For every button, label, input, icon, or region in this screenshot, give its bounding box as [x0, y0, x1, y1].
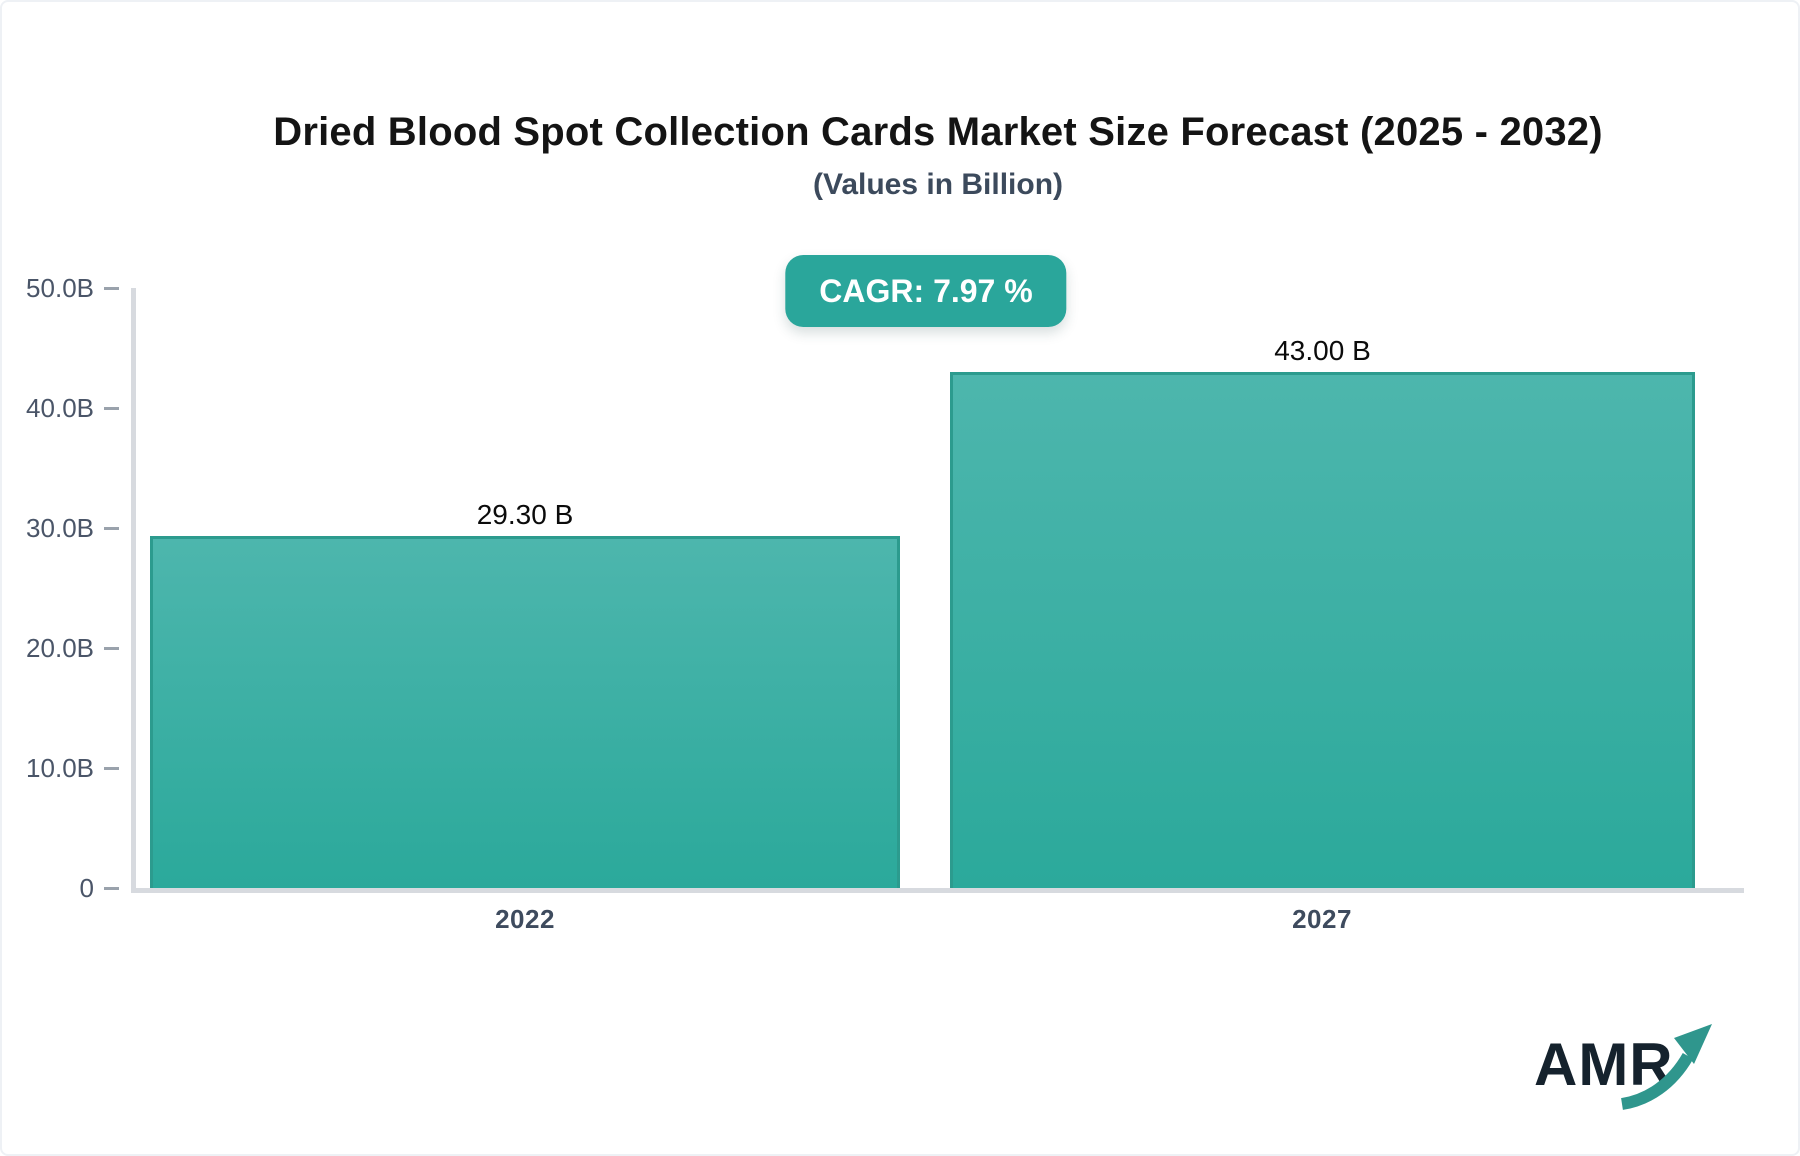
x-axis-label-2022: 2022 [495, 904, 555, 934]
bar-value-label: 29.30 B [476, 499, 574, 531]
bar-group-2027: 43.00 B [950, 288, 1695, 888]
x-axis-line [131, 888, 1744, 893]
y-tick-label: 50.0B [26, 273, 94, 303]
y-tick-label: 20.0B [26, 633, 94, 663]
amr-logo[interactable]: AMR [1534, 1024, 1714, 1120]
bar-group-2022: 29.30 B [150, 288, 900, 888]
bar-2027[interactable] [950, 372, 1695, 888]
y-axis-line [131, 288, 136, 893]
chart-title: Dried Blood Spot Collection Cards Market… [273, 110, 1603, 154]
y-tick-label: 30.0B [26, 513, 94, 543]
amr-logo-text: AMR [1534, 1031, 1674, 1098]
y-tick-mark [104, 287, 119, 290]
y-tick-mark [104, 767, 119, 770]
bar-2022[interactable] [150, 536, 900, 888]
x-axis-label-2027: 2027 [1292, 904, 1352, 934]
y-tick-mark [104, 647, 119, 650]
y-tick-label: 0 [79, 873, 94, 903]
chart-subtitle: (Values in Billion) [812, 168, 1064, 201]
y-tick-mark [104, 887, 119, 890]
y-tick-label: 10.0B [26, 753, 94, 783]
cagr-badge: CAGR: 7.97 % [785, 255, 1067, 327]
bar-value-label: 43.00 B [1274, 335, 1371, 366]
y-tick-mark [104, 407, 119, 410]
growth-arrow-icon [1620, 1024, 1712, 1110]
y-tick-mark [104, 527, 119, 530]
y-tick-label: 40.0B [26, 393, 94, 423]
